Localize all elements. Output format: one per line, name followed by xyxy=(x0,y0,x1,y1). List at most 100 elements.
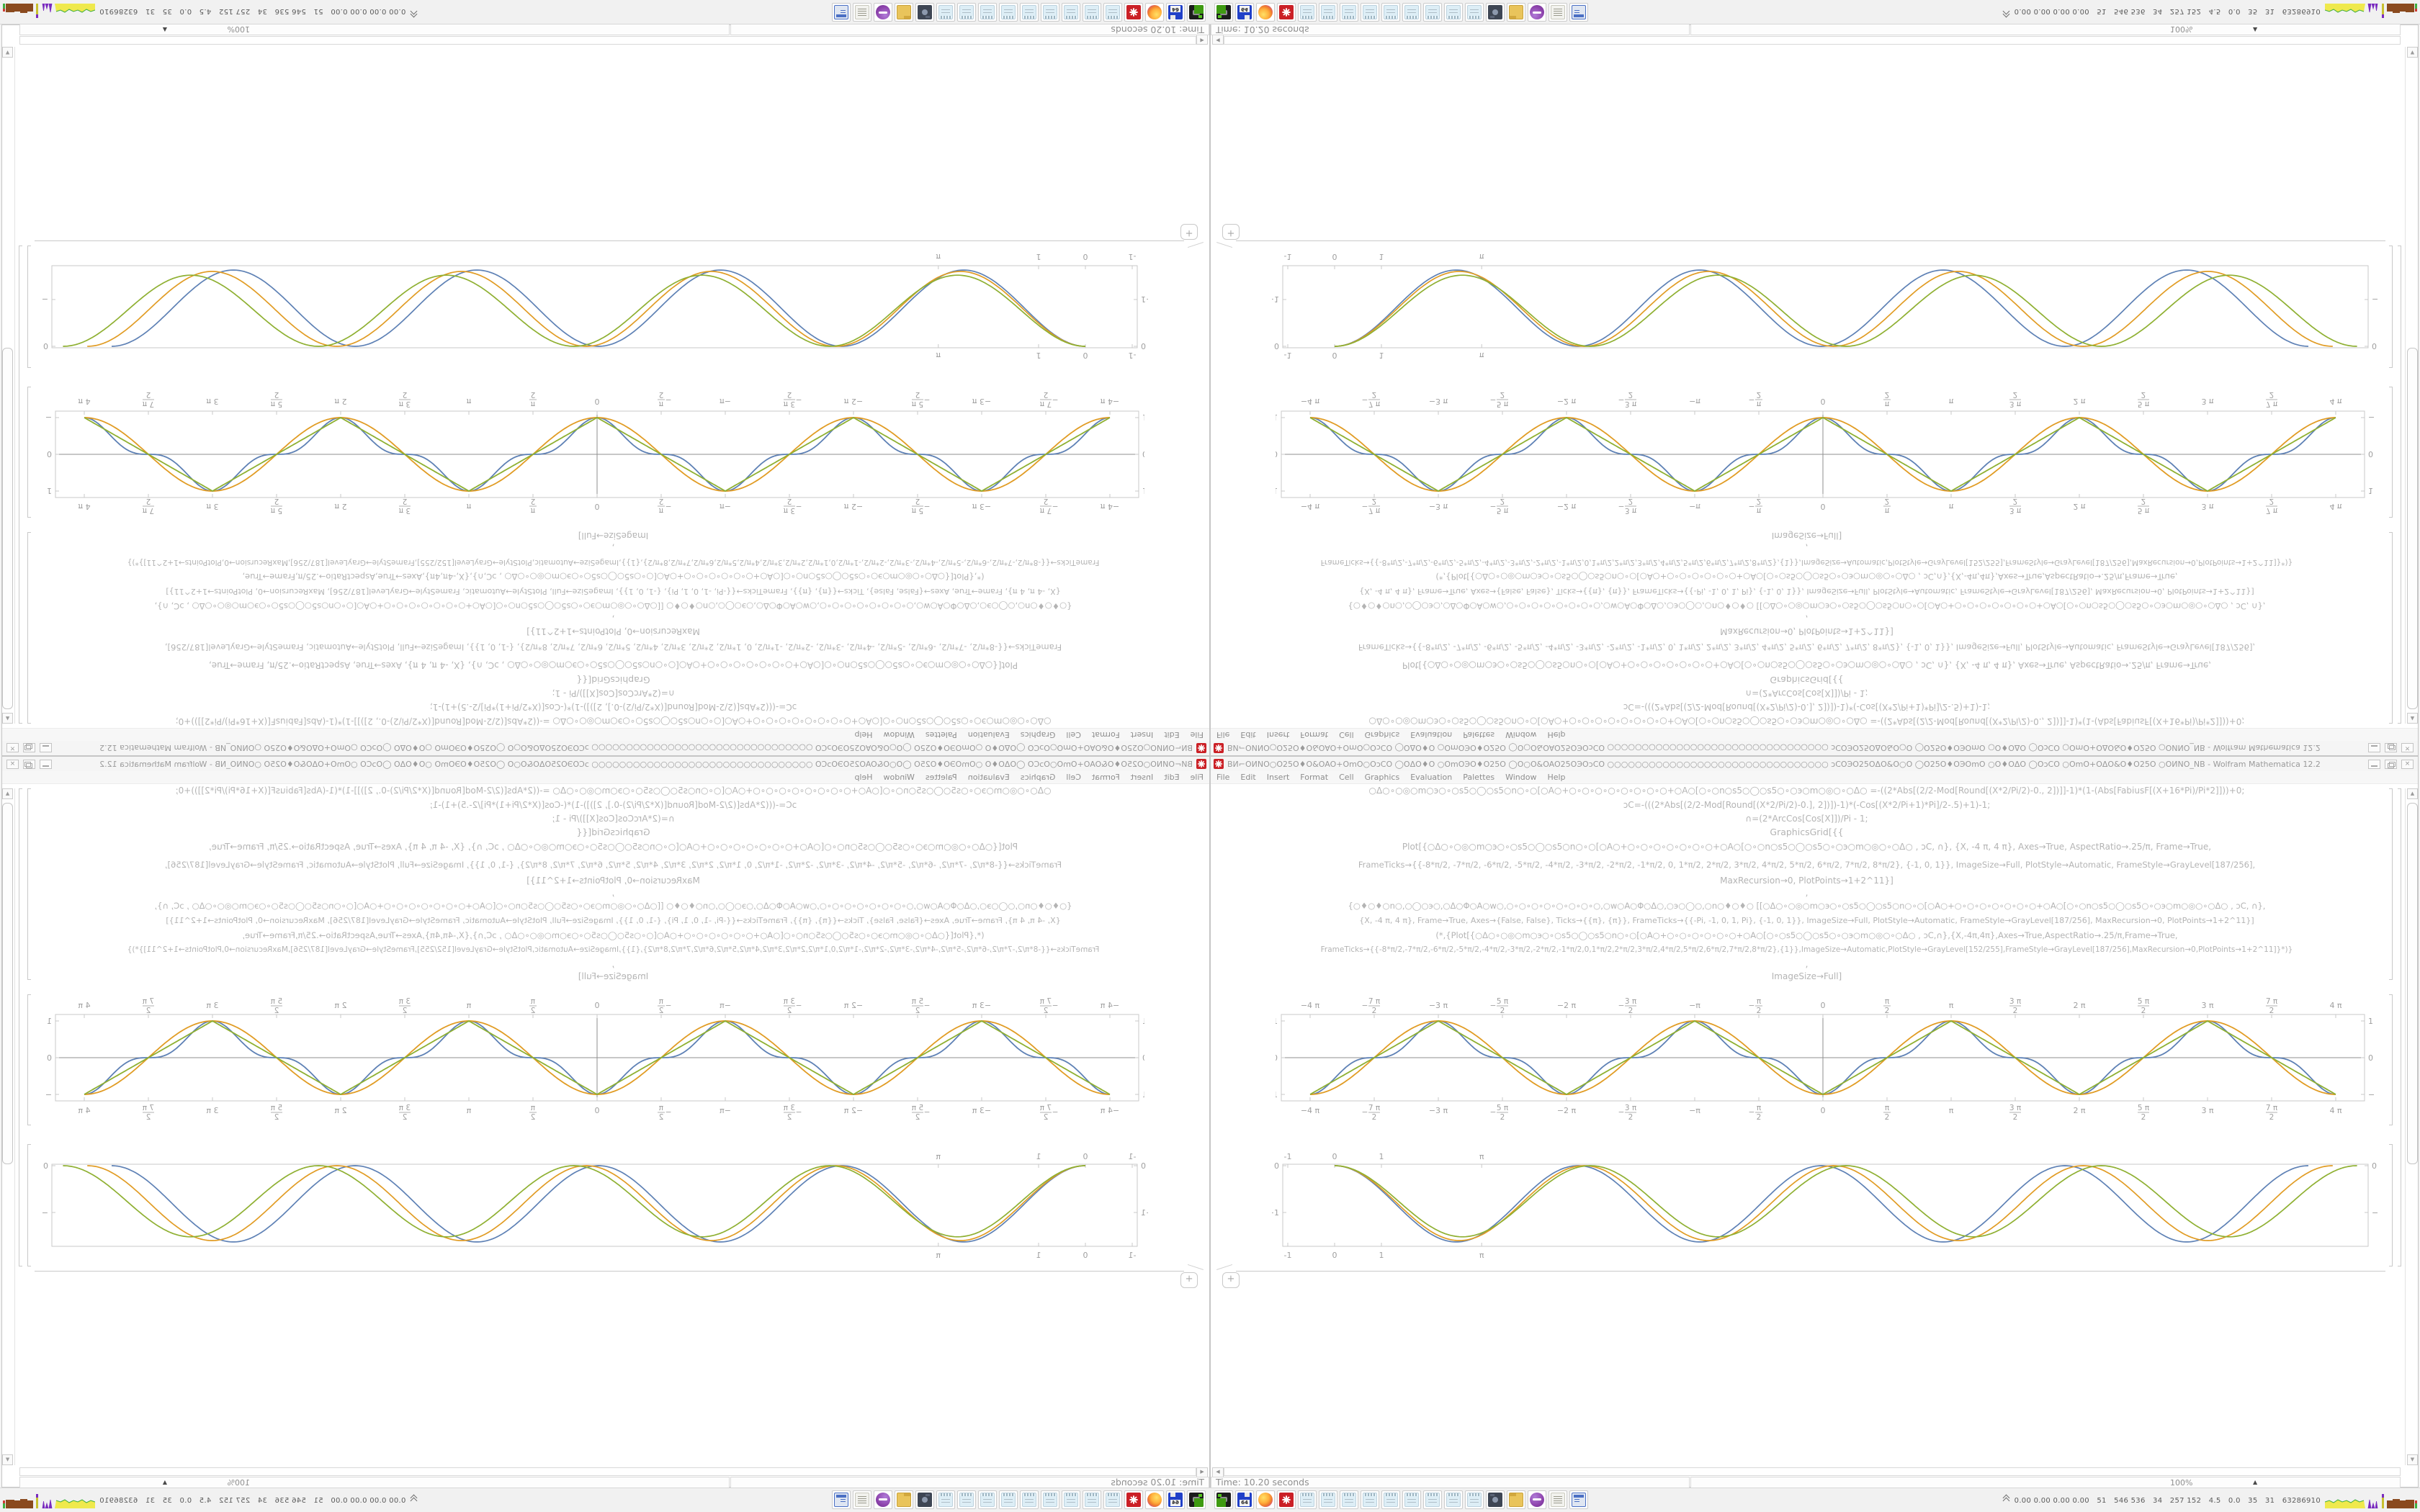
menu-window[interactable]: Window xyxy=(883,730,915,739)
plot-arccos-waves[interactable]: -1 -1 0 0 1 1 π π 0 0 −1 −1 xyxy=(42,1148,1148,1261)
magnification-caret-icon[interactable]: ▲ xyxy=(162,27,167,33)
code-cell-bracket[interactable] xyxy=(2389,788,2393,980)
code-line[interactable]: ∩=(2*ArcCos[Cos[X]])/Pi - 1; xyxy=(552,814,675,824)
menu-insert[interactable]: Insert xyxy=(1130,730,1154,739)
plot-b-cell-bracket[interactable] xyxy=(2392,246,2393,368)
menu-format[interactable]: Format xyxy=(1091,773,1120,782)
code-line[interactable]: MaxRecursion→0, PlotPoints→1+2^11}] xyxy=(1720,876,1894,886)
taskbar-button[interactable]: 64 xyxy=(1166,1490,1185,1509)
vertical-scrollbar-thumb[interactable] xyxy=(2,803,13,1164)
insert-cell-button[interactable]: + xyxy=(1222,1272,1240,1288)
taskbar-button[interactable] xyxy=(1145,1490,1164,1509)
horizontal-scrollbar-track[interactable] xyxy=(19,1467,1196,1476)
taskbar-button[interactable] xyxy=(1465,1490,1484,1509)
cell-insertion-line[interactable] xyxy=(35,240,1184,241)
menu-edit[interactable]: Edit xyxy=(1164,773,1180,782)
taskbar-button[interactable] xyxy=(1444,1490,1463,1509)
vertical-scrollbar-thumb[interactable] xyxy=(2407,803,2418,1164)
code-line[interactable]: ○Δ○∘○◎○m○э○∘○s5○◯○s5○n○∘○[○A○+○∘○∘○∘○∘○∘… xyxy=(175,786,1052,796)
code-line[interactable]: {○♦○♦○n○,○◯○э○,○Δ○Φ○A○w○,○∘○∘○∘○∘○∘○∘○∘○… xyxy=(1348,901,2266,911)
magnification-value[interactable]: 100% xyxy=(227,24,250,34)
code-line[interactable]: ImageSize→Full] xyxy=(578,971,649,981)
code-line[interactable]: {X, -4 π, 4 π}, Frame→True, Axes→{False,… xyxy=(166,587,1061,596)
taskbar-button[interactable] xyxy=(1214,1490,1233,1509)
menu-edit[interactable]: Edit xyxy=(1240,773,1256,782)
taskbar-button[interactable] xyxy=(1381,1490,1400,1509)
menu-file[interactable]: File xyxy=(1190,730,1204,739)
taskbar-button[interactable] xyxy=(936,3,955,22)
menu-palettes[interactable]: Palettes xyxy=(925,773,957,782)
menu-help[interactable]: Help xyxy=(854,730,873,739)
magnification-value[interactable]: 100% xyxy=(227,1478,250,1488)
scroll-left-icon[interactable]: ◀ xyxy=(1212,1467,1224,1477)
code-line[interactable]: FrameTicks→{{-8*π/2,-7*π/2,-6*π/2,-5*π/2… xyxy=(1320,558,2293,567)
code-line[interactable]: {○♦○♦○n○,○◯○э○,○Δ○Φ○A○w○,○∘○∘○∘○∘○∘○∘○∘○… xyxy=(154,901,1072,911)
taskbar-button[interactable] xyxy=(1020,1490,1039,1509)
taskbar-button[interactable] xyxy=(1361,3,1379,22)
scroll-left-icon[interactable]: ◀ xyxy=(1196,1467,1208,1477)
taskbar-button[interactable] xyxy=(1569,1490,1588,1509)
title-bar[interactable]: ВИ⌐ОИNO○O25O♦O&OAO+OmO○OɔCO ◯OΔO♦O ○OmOЭ… xyxy=(2,757,1209,771)
taskbar-button[interactable] xyxy=(832,1490,851,1509)
insert-cell-button[interactable]: + xyxy=(1180,1272,1198,1288)
scroll-up-icon[interactable]: ▲ xyxy=(2,788,13,799)
title-bar[interactable]: ВИ⌐ОИNO○O25O♦O&OAO+OmO○OɔCO ◯OΔO♦O ○OmOЭ… xyxy=(2,741,1209,755)
code-line[interactable]: ∩=(2*ArcCos[Cos[X]])/Pi - 1; xyxy=(1745,814,1868,824)
code-line[interactable]: ɔC=-(((2*Abs[(2/2-Mod[Round[(X*2/Pi/2)-0… xyxy=(1623,800,1991,810)
menu-cell[interactable]: Cell xyxy=(1066,730,1081,739)
code-line[interactable]: GraphicsGrid[{{ xyxy=(1770,827,1844,837)
taskbar-button[interactable] xyxy=(1340,1490,1358,1509)
menu-file[interactable]: File xyxy=(1190,773,1204,782)
code-line[interactable]: {X, -4 π, 4 π}, Frame→True, Axes→{False,… xyxy=(1359,587,2254,596)
taskbar-button[interactable] xyxy=(957,1490,976,1509)
chevron-up-icon[interactable] xyxy=(410,7,418,18)
plot-a-cell-bracket[interactable] xyxy=(27,994,28,1125)
restore-button[interactable] xyxy=(2385,759,2397,769)
menu-cell[interactable]: Cell xyxy=(1339,730,1354,739)
taskbar-button[interactable] xyxy=(1486,1490,1505,1509)
scroll-up-icon[interactable]: ▲ xyxy=(2407,713,2418,724)
taskbar-button[interactable] xyxy=(1062,3,1080,22)
code-line[interactable]: GraphicsGrid[{{ xyxy=(1770,675,1844,685)
horizontal-scrollbar-track[interactable] xyxy=(19,36,1196,45)
code-line[interactable]: MaxRecursion→0, PlotPoints→1+2^11}] xyxy=(526,626,700,636)
taskbar-button[interactable] xyxy=(1103,1490,1122,1509)
code-line[interactable]: FrameTicks→{{-8*π/2, -7*π/2, -6*π/2, -5*… xyxy=(1358,860,2256,870)
taskbar-button[interactable]: 64 xyxy=(1166,3,1185,22)
taskbar-button[interactable] xyxy=(1569,3,1588,22)
code-cell-bracket[interactable] xyxy=(2392,532,2393,724)
plot-arccos-waves[interactable]: -1 -1 0 0 1 1 π π 0 0 −1 −1 xyxy=(1272,1148,2378,1261)
taskbar-button[interactable] xyxy=(915,1490,934,1509)
menu-graphics[interactable]: Graphics xyxy=(1364,773,1400,782)
title-bar[interactable]: ВИ⌐ОИNO○O25O♦O&OAO+OmO○OɔCO ◯OΔO♦O ○OmOЭ… xyxy=(1211,741,2418,755)
code-line[interactable]: Plot[{○Δ○∘○◎○m○э○∘○s5○◯○s5○n○∘○[○A○+○∘○∘… xyxy=(208,842,1018,852)
close-button[interactable]: × xyxy=(6,759,19,769)
restore-button[interactable] xyxy=(2385,743,2397,753)
taskbar-button[interactable] xyxy=(936,1490,955,1509)
magnification-value[interactable]: 100% xyxy=(2170,1478,2193,1488)
taskbar-button[interactable] xyxy=(895,3,913,22)
code-line[interactable]: , xyxy=(1805,959,1809,969)
code-cell-bracket[interactable] xyxy=(27,788,28,980)
menu-evaluation[interactable]: Evaluation xyxy=(967,730,1010,739)
taskbar-button[interactable] xyxy=(1549,1490,1567,1509)
taskbar-button[interactable] xyxy=(853,1490,871,1509)
code-line[interactable]: FrameTicks→{{-8*π/2,-7*π/2,-6*π/2,-5*π/2… xyxy=(1320,945,2293,954)
menu-edit[interactable]: Edit xyxy=(1164,730,1180,739)
menu-format[interactable]: Format xyxy=(1300,773,1329,782)
menu-evaluation[interactable]: Evaluation xyxy=(1410,773,1453,782)
menu-window[interactable]: Window xyxy=(1505,730,1537,739)
plot-triangle-waves[interactable]: −4 π−4 π7 π2−7 π2−−3 π−3 π5 π2−5 π2−−2 π… xyxy=(46,387,1144,516)
horizontal-scrollbar[interactable]: ◀ xyxy=(1,1467,1209,1477)
taskbar-button[interactable] xyxy=(1083,1490,1101,1509)
code-line[interactable]: ɔC=-(((2*Abs[(2/2-Mod[Round[(X*2/Pi/2)-0… xyxy=(1623,702,1991,712)
code-cell-bracket[interactable] xyxy=(27,532,28,724)
taskbar-button[interactable] xyxy=(999,1490,1018,1509)
menu-file[interactable]: File xyxy=(1216,773,1230,782)
taskbar-button[interactable]: 64 xyxy=(1235,1490,1254,1509)
vertical-scrollbar-thumb[interactable] xyxy=(2407,348,2418,709)
magnification-value[interactable]: 100% xyxy=(2170,24,2193,34)
menu-help[interactable]: Help xyxy=(1547,730,1566,739)
plot-triangle-waves[interactable]: −4 π−4 π7 π2−7 π2−−3 π−3 π5 π2−5 π2−−2 π… xyxy=(1276,387,2374,516)
taskbar-button[interactable] xyxy=(1423,1490,1442,1509)
